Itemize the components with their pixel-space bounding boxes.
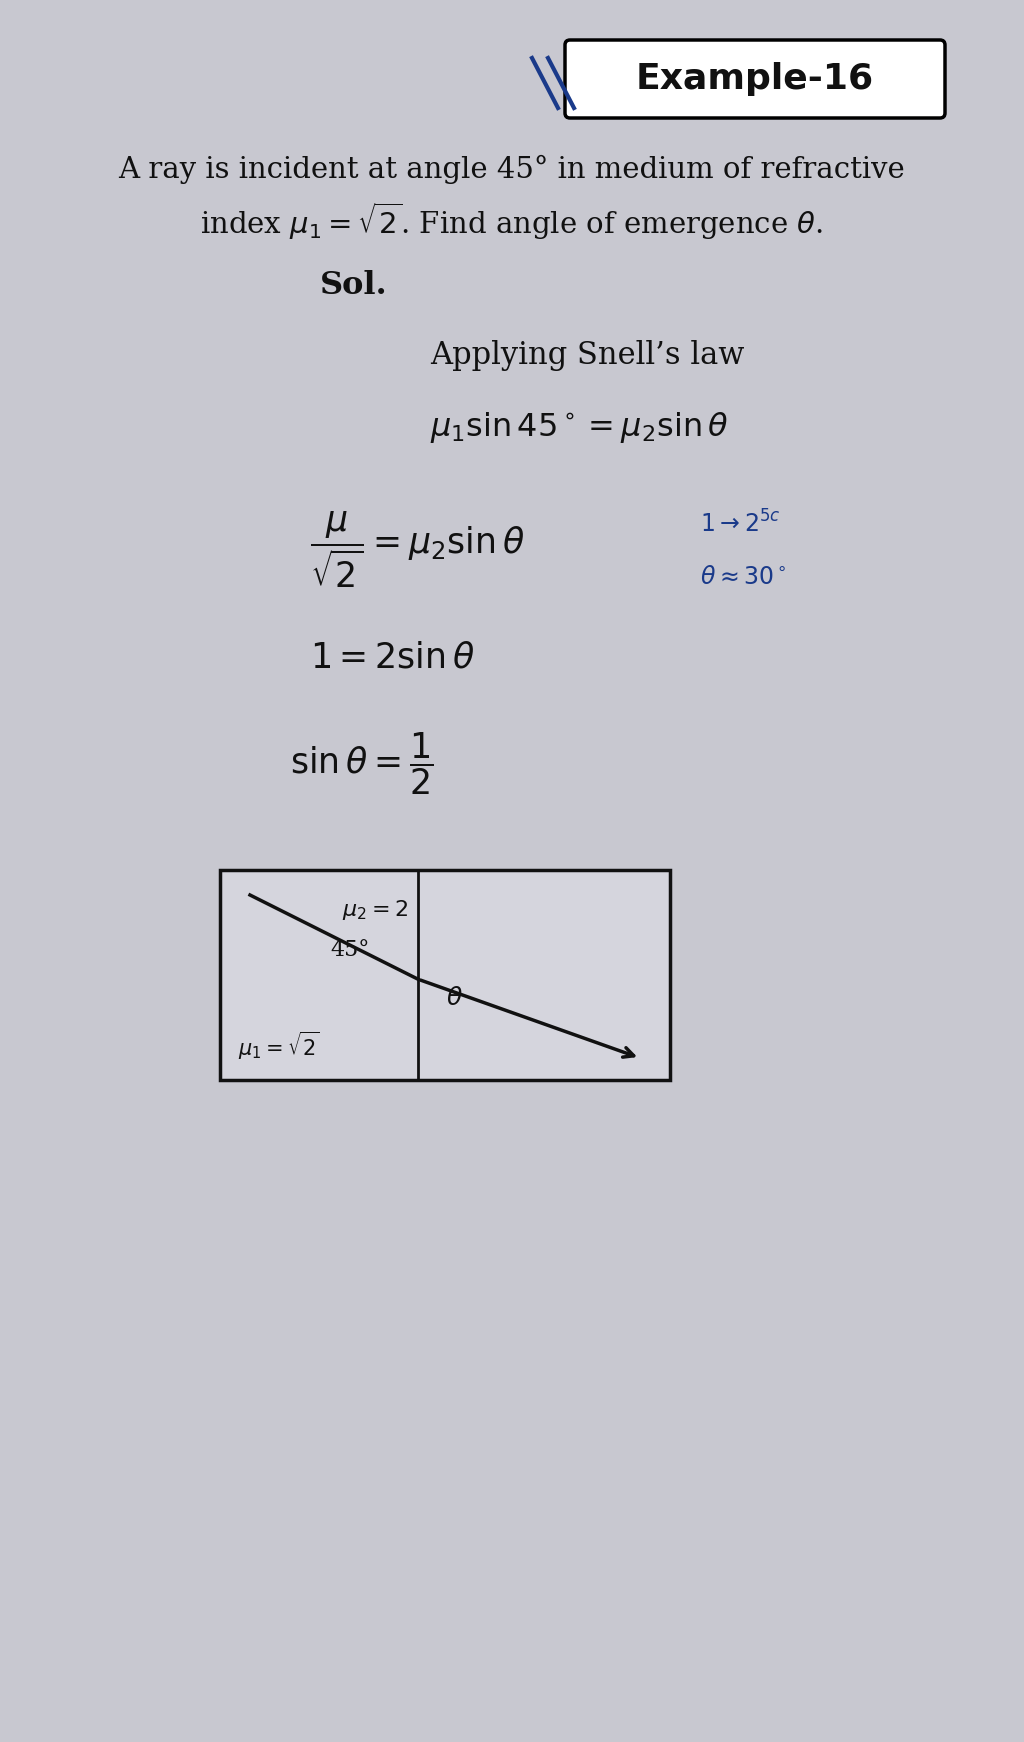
- Bar: [220, 869, 670, 1080]
- Text: index $\mu_1 = \sqrt{2}$. Find angle of emergence $\theta$.: index $\mu_1 = \sqrt{2}$. Find angle of …: [201, 200, 823, 242]
- Text: 45°: 45°: [331, 939, 370, 962]
- Text: Example-16: Example-16: [636, 63, 874, 96]
- Text: $1 \rightarrow 2^{5c}$: $1 \rightarrow 2^{5c}$: [700, 510, 780, 537]
- Text: A ray is incident at angle 45° in medium of refractive: A ray is incident at angle 45° in medium…: [119, 155, 905, 185]
- Text: $\theta$: $\theta$: [446, 988, 463, 1010]
- FancyBboxPatch shape: [565, 40, 945, 118]
- Text: $\theta \approx 30^\circ$: $\theta \approx 30^\circ$: [700, 564, 786, 589]
- Text: Applying Snell’s law: Applying Snell’s law: [430, 340, 744, 371]
- Text: $\dfrac{\mu}{\sqrt{2}} = \mu_2 \sin\theta$: $\dfrac{\mu}{\sqrt{2}} = \mu_2 \sin\thet…: [310, 510, 525, 591]
- Text: $\mu_1 \sin 45^\circ = \mu_2 \sin\theta$: $\mu_1 \sin 45^\circ = \mu_2 \sin\theta$: [430, 409, 728, 444]
- Text: $\mu_1{=}\sqrt{2}$: $\mu_1{=}\sqrt{2}$: [238, 1030, 319, 1063]
- Text: $\mu_2= 2$: $\mu_2= 2$: [342, 897, 408, 922]
- Text: Sol.: Sol.: [319, 270, 388, 301]
- Text: $1 = 2\sin\theta$: $1 = 2\sin\theta$: [310, 639, 475, 674]
- Text: $\sin\theta = \dfrac{1}{2}$: $\sin\theta = \dfrac{1}{2}$: [290, 730, 433, 796]
